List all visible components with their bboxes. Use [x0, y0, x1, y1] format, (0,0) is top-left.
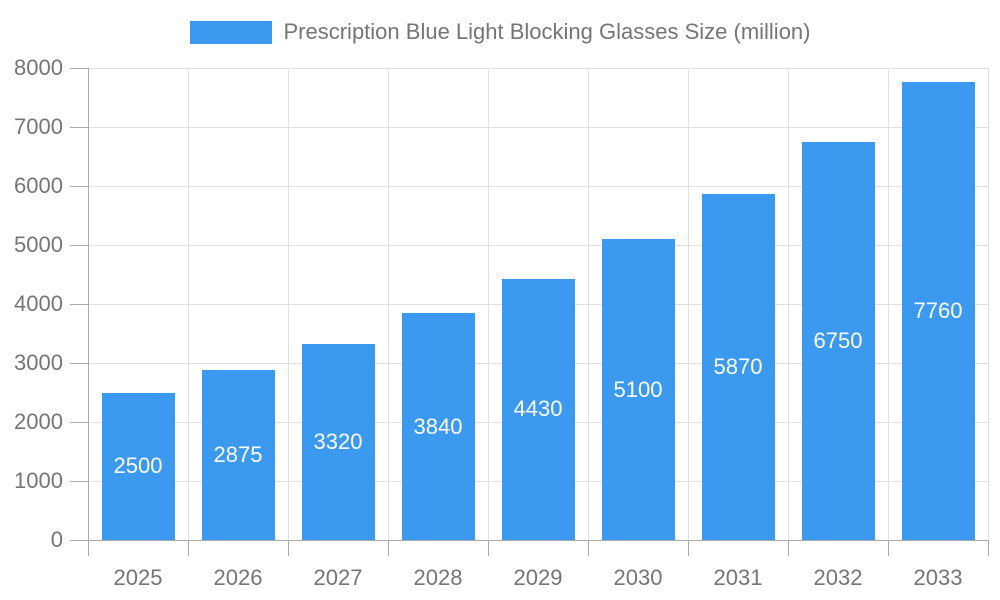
v-gridline: [588, 68, 589, 540]
y-axis-tick: [70, 540, 88, 541]
y-tick-label: 4000: [14, 291, 63, 316]
x-axis-tick: [888, 540, 889, 556]
y-tick-label: 5000: [14, 232, 63, 257]
y-axis-tick: [70, 363, 88, 364]
y-axis-tick: [70, 481, 88, 482]
x-axis-tick: [288, 540, 289, 556]
bar-value-label: 4430: [513, 396, 563, 422]
y-axis-tick: [70, 304, 88, 305]
bar-value-label: 3320: [313, 429, 363, 455]
x-axis-tick: [688, 540, 689, 556]
x-tick-label: 2032: [813, 565, 863, 590]
y-tick-label: 6000: [14, 173, 63, 198]
v-gridline: [888, 68, 889, 540]
v-gridline: [788, 68, 789, 540]
x-axis-tick: [388, 540, 389, 556]
x-tick-label: 2028: [413, 565, 463, 590]
x-tick-label: 2026: [213, 565, 263, 590]
bar[interactable]: 2875: [201, 370, 275, 540]
y-axis-tick: [70, 245, 88, 246]
bar[interactable]: 2500: [101, 392, 175, 540]
x-tick-label: 2027: [313, 565, 363, 590]
v-gridline: [188, 68, 189, 540]
x-axis-line: [70, 540, 988, 541]
plot-area: 0 1000 2000 3000 4000 5000 6000 7000 8000 2025 202…: [14, 57, 989, 590]
x-axis-tick: [488, 540, 489, 556]
y-tick-label: 8000: [14, 55, 63, 80]
x-axis-tick: [88, 540, 89, 556]
bar-value-label: 2500: [113, 453, 163, 479]
x-tick-label: 2030: [613, 565, 663, 590]
legend-item[interactable]: Prescription Blue Light Blocking Glasses…: [0, 18, 1000, 46]
y-axis-tick: [70, 186, 88, 187]
x-tick-label: 2029: [513, 565, 563, 590]
x-axis-tick: [788, 540, 789, 556]
bar[interactable]: 7760: [901, 82, 975, 540]
x-tick-label: 2033: [913, 565, 963, 590]
v-gridline: [388, 68, 389, 540]
bar-value-label: 2875: [213, 442, 263, 468]
x-tick-label: 2025: [113, 565, 163, 590]
bar[interactable]: 5870: [701, 193, 775, 540]
h-gridline: [88, 127, 988, 128]
bar-value-label: 5870: [713, 353, 763, 379]
h-gridline: [88, 245, 988, 246]
bar-value-label: 7760: [913, 298, 963, 324]
bar[interactable]: 6750: [801, 141, 875, 540]
y-axis-tick: [70, 127, 88, 128]
y-tick-label: 0: [50, 527, 63, 552]
y-tick-label: 7000: [14, 114, 63, 139]
x-axis-tick: [988, 540, 989, 556]
h-gridline: [88, 68, 988, 69]
legend-label: Prescription Blue Light Blocking Glasses…: [283, 19, 811, 44]
x-axis-tick: [588, 540, 589, 556]
v-gridline: [288, 68, 289, 540]
bar[interactable]: 3840: [401, 313, 475, 540]
v-gridline: [488, 68, 489, 540]
bar-value-label: 6750: [813, 327, 863, 353]
bar[interactable]: 5100: [601, 239, 675, 540]
y-axis-line: [88, 68, 89, 556]
bar[interactable]: 3320: [301, 344, 375, 540]
y-tick-label: 2000: [14, 409, 63, 434]
bar[interactable]: 4430: [501, 278, 575, 540]
h-gridline: [88, 186, 988, 187]
bar-value-label: 3840: [413, 413, 463, 439]
y-tick-label: 3000: [14, 350, 63, 375]
y-axis-tick: [70, 422, 88, 423]
bar-value-label: 5100: [613, 376, 663, 402]
x-axis-tick: [188, 540, 189, 556]
y-tick-label: 1000: [14, 468, 63, 493]
v-gridline: [988, 68, 989, 540]
legend-swatch: [189, 20, 272, 44]
y-axis-tick: [70, 68, 88, 69]
v-gridline: [688, 68, 689, 540]
x-tick-label: 2031: [713, 565, 763, 590]
